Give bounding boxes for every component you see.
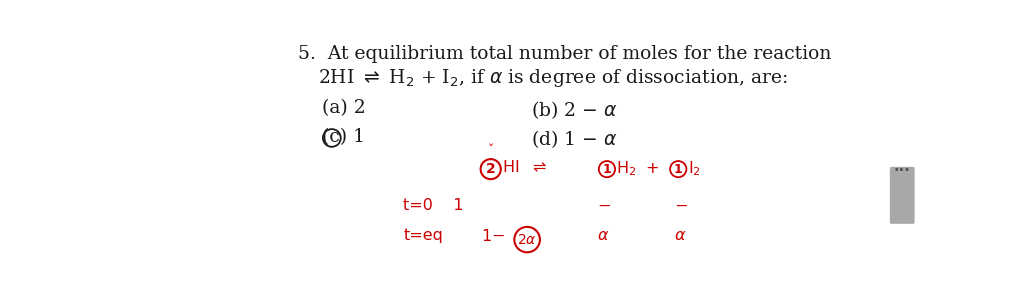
Text: $-$: $-$ [675,198,688,213]
Text: 2: 2 [485,162,496,176]
Text: (c) 1: (c) 1 [322,128,365,146]
FancyBboxPatch shape [890,167,914,224]
Text: (b) 2 $-$ $\alpha$: (b) 2 $-$ $\alpha$ [531,99,617,121]
Text: t=0    1: t=0 1 [403,198,464,213]
Text: 1: 1 [674,163,683,176]
Text: H$_2$  +: H$_2$ + [616,159,659,178]
Text: 1: 1 [602,163,611,176]
Text: $-$: $-$ [597,198,610,213]
Text: $\alpha$: $\alpha$ [597,229,609,243]
Text: ˇ: ˇ [487,144,494,157]
Text: HI  $\rightleftharpoons$: HI $\rightleftharpoons$ [502,159,546,175]
Text: ...: ... [894,159,910,174]
Text: t=eq: t=eq [403,229,443,243]
Text: 2$\alpha$: 2$\alpha$ [517,233,537,247]
Text: 1$-$: 1$-$ [480,229,505,244]
Text: (d) 1 $-$ $\alpha$: (d) 1 $-$ $\alpha$ [531,128,617,150]
Text: 2HI $\rightleftharpoons$ H$_2$ + I$_2$, if $\alpha$ is degree of dissociation, a: 2HI $\rightleftharpoons$ H$_2$ + I$_2$, … [317,67,787,89]
Text: (a) 2: (a) 2 [322,99,366,117]
Text: $\alpha$: $\alpha$ [675,229,687,243]
Text: I$_2$: I$_2$ [687,159,700,178]
Text: 5.  At equilibrium total number of moles for the reaction: 5. At equilibrium total number of moles … [299,45,831,63]
